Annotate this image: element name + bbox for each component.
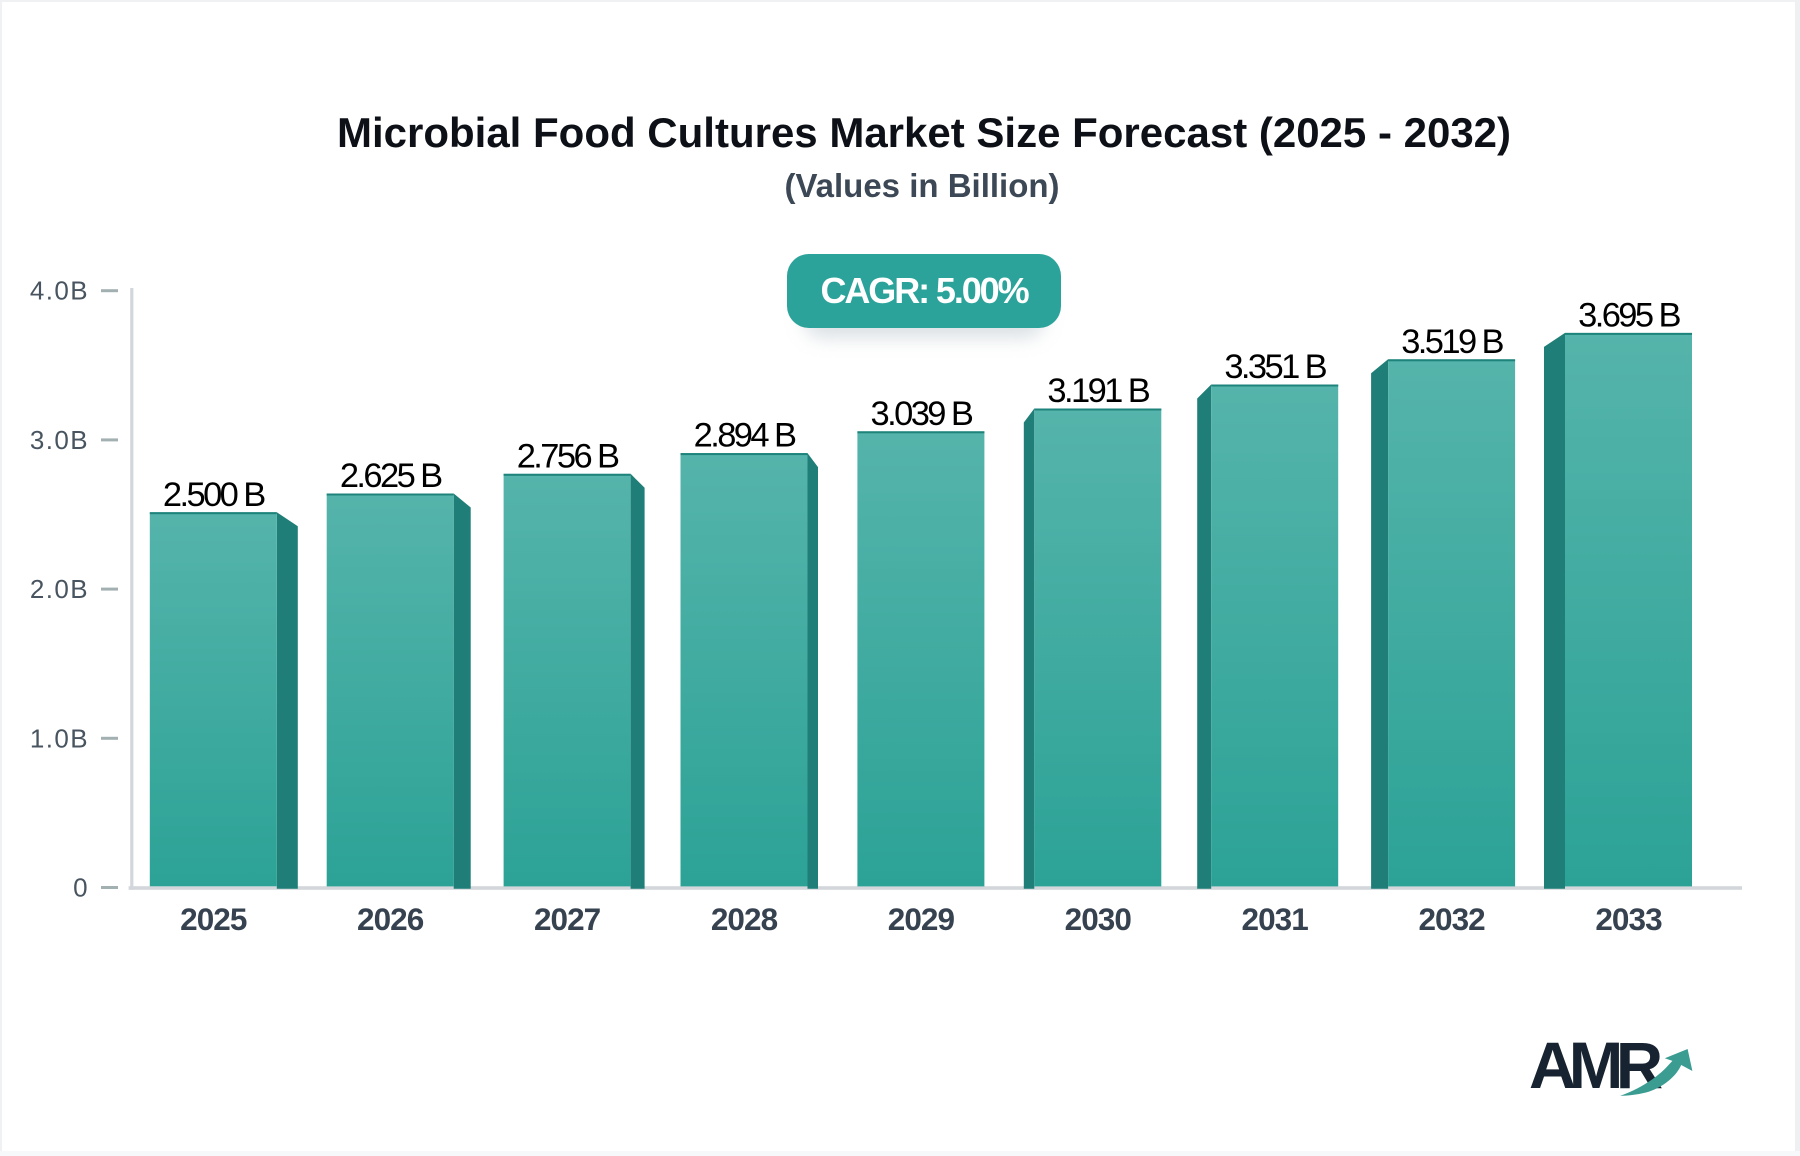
svg-text:2.894 B: 2.894 B — [694, 417, 796, 455]
svg-text:2025: 2025 — [180, 901, 247, 937]
svg-text:2030: 2030 — [1065, 901, 1132, 937]
svg-text:2033: 2033 — [1595, 901, 1662, 937]
svg-text:3.519 B: 3.519 B — [1401, 323, 1503, 361]
svg-text:2028: 2028 — [711, 901, 778, 937]
svg-text:2031: 2031 — [1242, 901, 1309, 937]
svg-text:3.695 B: 3.695 B — [1578, 296, 1680, 334]
svg-text:2027: 2027 — [534, 901, 601, 937]
svg-text:2.625 B: 2.625 B — [340, 457, 442, 495]
svg-text:3.039 B: 3.039 B — [871, 395, 973, 433]
svg-text:3.0B: 3.0B — [30, 425, 89, 455]
svg-text:2029: 2029 — [888, 901, 955, 937]
svg-text:2.500 B: 2.500 B — [163, 476, 265, 514]
svg-text:1.0B: 1.0B — [30, 723, 89, 753]
svg-text:Microbial Food Cultures Market: Microbial Food Cultures Market Size Fore… — [337, 109, 1511, 156]
svg-text:2032: 2032 — [1418, 901, 1485, 937]
svg-text:2.756 B: 2.756 B — [517, 437, 619, 475]
svg-text:2026: 2026 — [357, 901, 424, 937]
svg-text:0: 0 — [73, 873, 89, 903]
svg-text:CAGR: 5.00%: CAGR: 5.00% — [821, 270, 1030, 311]
svg-text:(Values in Billion): (Values in Billion) — [784, 167, 1059, 204]
svg-text:3.191 B: 3.191 B — [1047, 372, 1149, 410]
svg-text:2.0B: 2.0B — [30, 574, 89, 604]
svg-text:4.0B: 4.0B — [30, 276, 89, 306]
svg-text:3.351 B: 3.351 B — [1224, 348, 1326, 386]
